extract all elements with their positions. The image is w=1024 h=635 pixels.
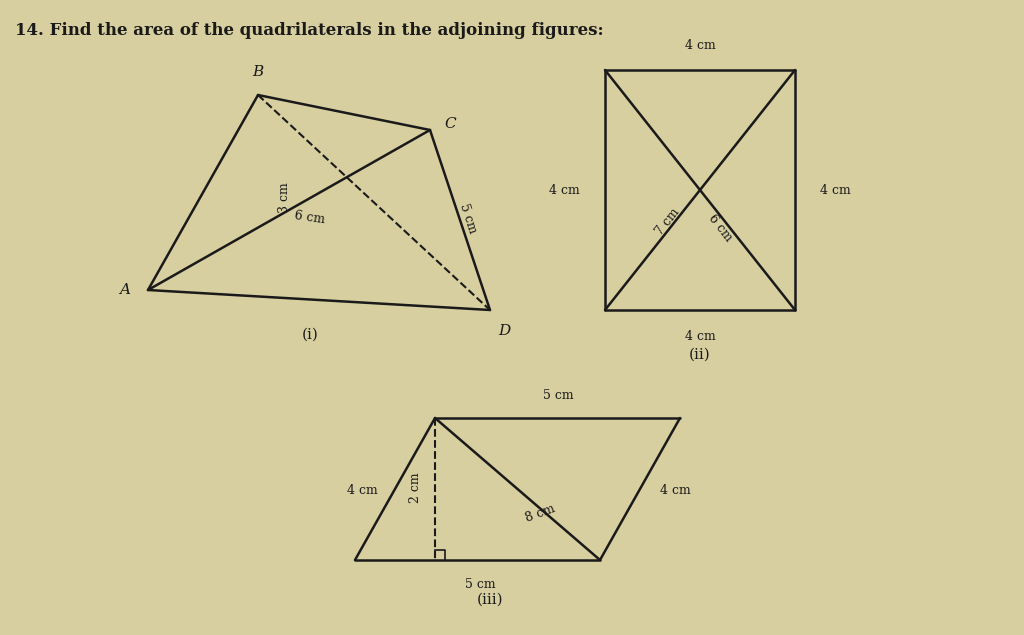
Text: 4 cm: 4 cm <box>549 184 580 196</box>
Text: 7 cm: 7 cm <box>653 206 683 238</box>
Text: C: C <box>444 117 456 131</box>
Text: 5 cm: 5 cm <box>465 578 496 591</box>
Text: 5 cm: 5 cm <box>543 389 573 402</box>
Text: 6 cm: 6 cm <box>294 210 326 227</box>
Text: (ii): (ii) <box>689 348 711 362</box>
Text: 4 cm: 4 cm <box>685 330 716 343</box>
Text: (i): (i) <box>301 328 318 342</box>
Text: 6 cm: 6 cm <box>706 212 734 244</box>
Text: 3 cm: 3 cm <box>278 183 291 213</box>
Text: 2 cm: 2 cm <box>409 472 422 504</box>
Text: 5 cm: 5 cm <box>457 201 479 234</box>
Text: 4 cm: 4 cm <box>820 184 851 196</box>
Text: (iii): (iii) <box>477 593 504 607</box>
Text: 4 cm: 4 cm <box>660 483 691 497</box>
Text: 8 cm: 8 cm <box>523 502 557 525</box>
Text: 4 cm: 4 cm <box>685 39 716 52</box>
Text: D: D <box>498 324 510 338</box>
Text: 4 cm: 4 cm <box>347 483 378 497</box>
Text: 14. Find the area of the quadrilaterals in the adjoining figures:: 14. Find the area of the quadrilaterals … <box>15 22 603 39</box>
Text: A: A <box>119 283 130 297</box>
Text: B: B <box>252 65 263 79</box>
